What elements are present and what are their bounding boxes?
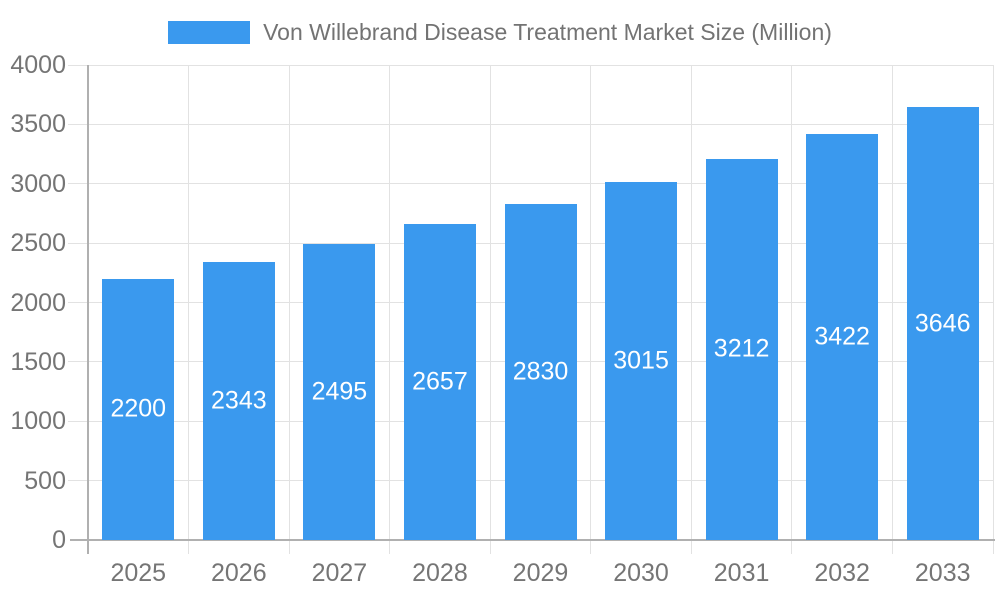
- x-axis-tick-label: 2031: [713, 559, 770, 587]
- x-gridline: [489, 65, 491, 554]
- y-axis-line: [87, 65, 89, 554]
- y-axis-tick-label: 3000: [10, 169, 66, 198]
- x-gridline: [690, 65, 692, 554]
- legend-swatch-icon: [168, 20, 251, 44]
- bar-value-label: 3422: [814, 322, 870, 351]
- bar[interactable]: 2657: [403, 224, 476, 540]
- y-axis-tick-label: 500: [24, 466, 66, 495]
- y-axis-tick-label: 4000: [10, 51, 66, 79]
- x-axis-tick-label: 2027: [311, 559, 368, 587]
- x-axis-tick-label: 2025: [110, 559, 167, 587]
- bar[interactable]: 2343: [202, 261, 275, 540]
- x-gridline: [590, 65, 592, 554]
- x-gridline: [389, 65, 391, 554]
- x-gridline: [791, 65, 793, 554]
- x-axis-tick-label: 2028: [412, 559, 468, 587]
- x-gridline: [188, 65, 190, 554]
- y-axis-tick-label: 3500: [10, 110, 66, 139]
- bar[interactable]: 2830: [504, 203, 577, 540]
- x-gridline: [992, 65, 994, 554]
- bar-value-label: 3646: [914, 309, 971, 337]
- bar-value-label: 2343: [211, 386, 267, 415]
- y-axis-tick-label: 1500: [10, 347, 66, 376]
- bar[interactable]: 2495: [303, 243, 376, 540]
- x-axis-tick-label: 2033: [914, 559, 971, 587]
- bar[interactable]: 3015: [605, 181, 678, 540]
- y-axis-tick-label: 1000: [10, 407, 66, 436]
- x-axis-tick-label: 2029: [512, 559, 569, 587]
- y-gridline: [68, 123, 993, 125]
- y-axis-tick-label: 2000: [10, 288, 66, 317]
- bar-value-label: 2657: [412, 367, 468, 396]
- x-axis-tick-label: 2032: [814, 559, 870, 587]
- x-gridline: [288, 65, 290, 554]
- bar-value-label: 3015: [613, 346, 669, 375]
- y-gridline: [68, 64, 993, 66]
- x-axis-tick-label: 2026: [211, 559, 267, 587]
- y-axis-tick-label: 0: [52, 526, 66, 554]
- x-gridline: [891, 65, 893, 554]
- x-axis-line: [70, 539, 995, 541]
- bar[interactable]: 3646: [906, 107, 979, 540]
- bar[interactable]: 3422: [806, 133, 879, 540]
- bar[interactable]: 2200: [102, 278, 175, 540]
- bar-value-label: 2495: [311, 377, 368, 406]
- legend-label: Von Willebrand Disease Treatment Market …: [263, 18, 832, 45]
- bar-value-label: 3212: [713, 334, 770, 363]
- bar-value-label: 2830: [512, 357, 569, 386]
- bar[interactable]: 3212: [705, 158, 778, 540]
- bar-value-label: 2200: [110, 394, 167, 423]
- x-axis-tick-label: 2030: [613, 559, 669, 587]
- y-gridline: [68, 183, 993, 185]
- chart-legend[interactable]: Von Willebrand Disease Treatment Market …: [0, 14, 1000, 50]
- y-axis-tick-label: 2500: [10, 229, 66, 258]
